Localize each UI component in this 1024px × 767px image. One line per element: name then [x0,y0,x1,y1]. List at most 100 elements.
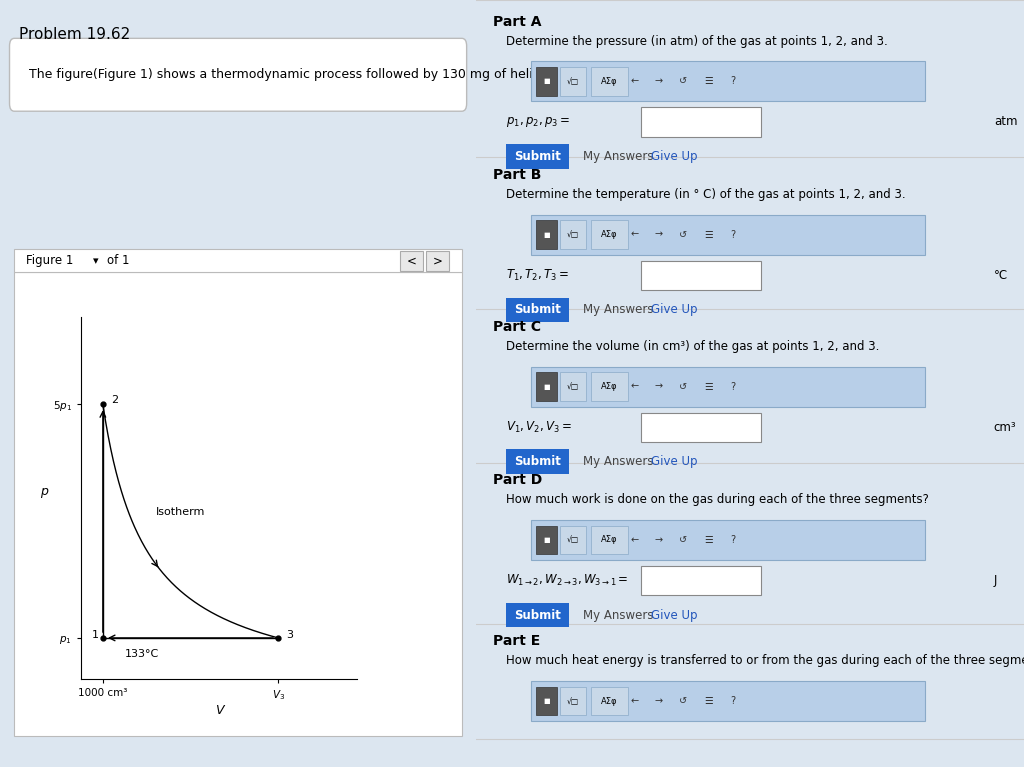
Bar [530,520,926,560]
Y-axis label: p: p [41,485,48,498]
Text: $p_1, p_2, p_3 =$: $p_1, p_2, p_3 =$ [506,115,570,129]
Text: ☰: ☰ [703,76,713,87]
Bar [537,67,557,96]
Text: >: > [433,255,442,267]
Text: ■: ■ [544,384,550,390]
Text: ←: ← [630,696,638,706]
Text: $V_1, V_2, V_3 =$: $V_1, V_2, V_3 =$ [506,420,572,435]
Text: →: → [654,696,663,706]
Text: √□: √□ [567,382,579,391]
Bar [641,566,761,595]
Bar [530,681,926,721]
Bar [641,413,761,442]
FancyBboxPatch shape [9,38,467,111]
Text: Part E: Part E [493,634,540,648]
Text: The figure(Figure 1) shows a thermodynamic process followed by 130 mg of helium.: The figure(Figure 1) shows a thermodynam… [29,68,556,81]
Text: AΣφ: AΣφ [601,382,617,391]
Bar [641,107,761,137]
Text: ■: ■ [544,537,550,543]
Bar [537,686,557,716]
Bar [537,220,557,249]
Text: √□: √□ [567,696,579,706]
Text: ?: ? [730,535,735,545]
Text: J: J [994,574,997,587]
Text: ▾: ▾ [93,255,98,266]
Text: AΣφ: AΣφ [601,77,617,86]
Bar [560,67,587,96]
Text: ↺: ↺ [680,229,687,240]
Text: ↺: ↺ [680,76,687,87]
Bar [560,220,587,249]
Text: →: → [654,229,663,240]
Text: √□: √□ [567,535,579,545]
Text: →: → [654,381,663,392]
Text: Submit: Submit [514,456,561,468]
Bar [560,525,587,555]
Text: AΣφ: AΣφ [601,535,617,545]
Text: ?: ? [730,696,735,706]
Text: $W_{1 \to 2}, W_{2 \to 3}, W_{3 \to 1} =$: $W_{1 \to 2}, W_{2 \to 3}, W_{3 \to 1} =… [506,573,629,588]
Bar [506,603,569,627]
Text: Problem 19.62: Problem 19.62 [19,27,130,42]
Text: ?: ? [730,229,735,240]
Bar [537,372,557,401]
Bar [591,67,628,96]
Text: Submit: Submit [514,304,561,316]
Text: Give Up: Give Up [651,304,698,316]
Text: <: < [407,255,417,267]
Text: ?: ? [730,381,735,392]
Text: ■: ■ [544,698,550,704]
Text: Part C: Part C [493,320,541,334]
Bar [530,367,926,407]
Text: →: → [654,535,663,545]
Text: ?: ? [730,76,735,87]
Bar [530,61,926,101]
Text: ■: ■ [544,232,550,238]
Text: atm: atm [994,116,1018,128]
Text: ↺: ↺ [680,381,687,392]
X-axis label: V: V [215,704,223,717]
Text: Determine the volume (in cm³) of the gas at points 1, 2, and 3.: Determine the volume (in cm³) of the gas… [506,340,880,353]
Bar [591,372,628,401]
Text: My Answers: My Answers [583,456,653,468]
Text: ←: ← [630,229,638,240]
Text: Isotherm: Isotherm [156,507,205,517]
Bar [506,449,569,474]
Text: ←: ← [630,381,638,392]
Bar [591,525,628,555]
Text: Figure 1: Figure 1 [27,255,74,267]
Text: AΣφ: AΣφ [601,696,617,706]
Bar [14,249,462,272]
Text: →: → [654,76,663,87]
Text: 2: 2 [111,395,118,405]
Text: Give Up: Give Up [651,456,698,468]
Text: Determine the temperature (in ° C) of the gas at points 1, 2, and 3.: Determine the temperature (in ° C) of th… [506,188,906,201]
Text: ☰: ☰ [703,696,713,706]
Text: Part A: Part A [493,15,541,28]
Text: Determine the pressure (in atm) of the gas at points 1, 2, and 3.: Determine the pressure (in atm) of the g… [506,35,888,48]
Text: How much heat energy is transferred to or from the gas during each of the three : How much heat energy is transferred to o… [506,654,1024,667]
Text: AΣφ: AΣφ [601,230,617,239]
Text: 1: 1 [91,630,98,640]
Text: ☰: ☰ [703,229,713,240]
Bar [400,251,423,271]
Text: ■: ■ [544,78,550,84]
Text: ☰: ☰ [703,535,713,545]
Text: Give Up: Give Up [651,150,698,163]
Text: My Answers: My Answers [583,304,653,316]
Bar [641,261,761,290]
Text: How much work is done on the gas during each of the three segments?: How much work is done on the gas during … [506,493,929,506]
Text: ←: ← [630,535,638,545]
Text: of 1: of 1 [108,255,130,267]
Bar [506,144,569,169]
Text: My Answers: My Answers [583,150,653,163]
Bar [14,272,462,736]
Bar [560,372,587,401]
Text: Submit: Submit [514,150,561,163]
Bar [560,686,587,716]
Text: Submit: Submit [514,609,561,621]
Text: ☰: ☰ [703,381,713,392]
Text: Part B: Part B [493,168,541,182]
Text: ←: ← [630,76,638,87]
Text: √□: √□ [567,77,579,86]
